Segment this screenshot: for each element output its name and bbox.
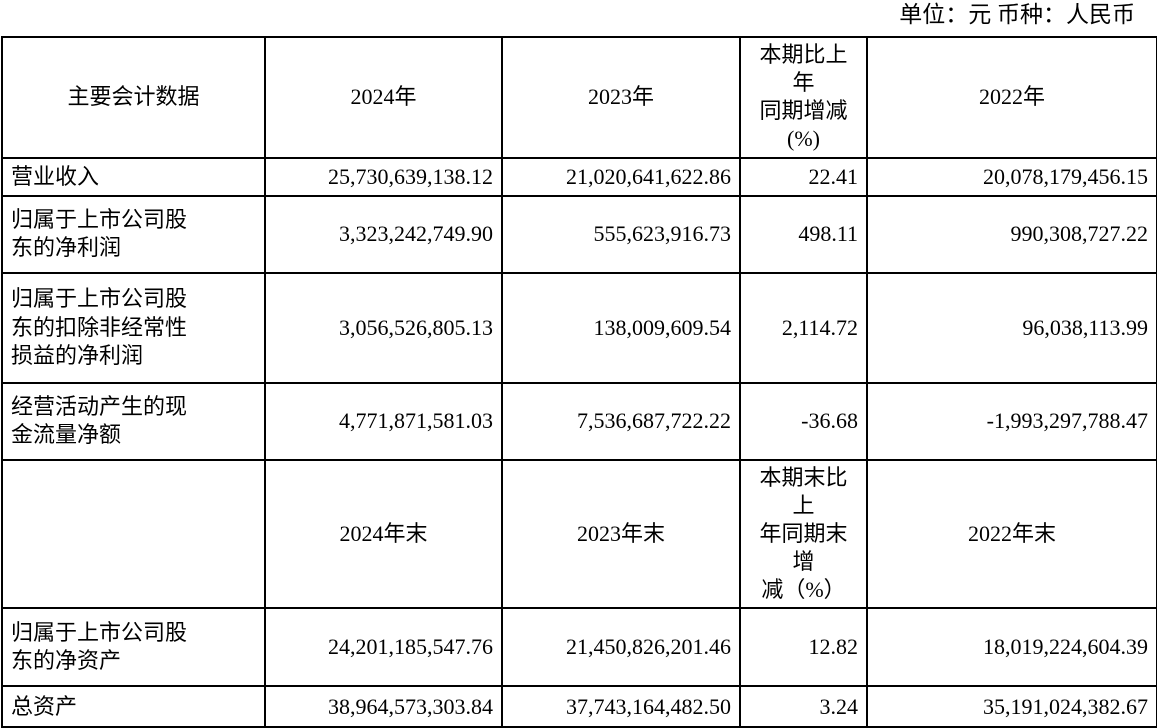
- cell-revenue-2023: 21,020,641,622.86: [501, 156, 741, 197]
- row-label-line: 归属于上市公司股: [11, 286, 188, 312]
- header-cell-2022-end: 2022年末: [866, 458, 1157, 610]
- cell-revenue-2024: 25,730,639,138.12: [264, 156, 503, 197]
- table-row: 总资产 38,964,573,303.84 37,743,164,482.50 …: [1, 685, 1157, 728]
- row-label-line: 金流量净额: [11, 422, 122, 448]
- row-label-revenue: 营业收入: [1, 156, 266, 197]
- header-cell-2024: 2024年: [264, 36, 503, 159]
- header-cell-2024-end: 2024年末: [264, 458, 503, 610]
- header-change-line-3: (%): [787, 126, 820, 152]
- row-label-line: 东的净利润: [11, 235, 122, 261]
- unit-currency-note: 单位：元 币种：人民币: [899, 2, 1135, 27]
- cell-net-profit-2022: 990,308,727.22: [866, 194, 1157, 274]
- header-eop-change-line-1: 本期末比上: [759, 464, 848, 518]
- cell-net-profit-deducted-2023: 138,009,609.54: [501, 271, 741, 384]
- cell-net-assets-2024: 24,201,185,547.76: [264, 607, 503, 688]
- cell-net-profit-2023: 555,623,916.73: [501, 194, 741, 274]
- table-row: 归属于上市公司股 东的扣除非经常性 损益的净利润 3,056,526,805.1…: [1, 271, 1157, 384]
- cell-net-assets-2022: 18,019,224,604.39: [866, 607, 1157, 688]
- header-cell-yoy-change: 本期比上年 同期增减 (%): [739, 36, 868, 159]
- header-change-line-1: 本期比上年: [759, 42, 848, 96]
- main-accounting-data-table: 主要会计数据 2024年 2023年 本期比上年 同期增减 (%) 2022年 …: [1, 36, 1157, 728]
- cell-total-assets-change: 3.24: [739, 685, 868, 728]
- cell-operating-cash-flow-2022: -1,993,297,788.47: [866, 381, 1157, 461]
- row-label-line: 总资产: [11, 693, 78, 719]
- header-cell-2022: 2022年: [866, 36, 1157, 159]
- cell-net-profit-deducted-2024: 3,056,526,805.13: [264, 271, 503, 384]
- header-eop-change-line-3: 减（%）: [761, 577, 846, 603]
- table-header-row-annual: 主要会计数据 2024年 2023年 本期比上年 同期增减 (%) 2022年: [1, 36, 1157, 159]
- table-header-row-end-of-period: 2024年末 2023年末 本期末比上 年同期末增 减（%） 2022年末: [1, 458, 1157, 610]
- header-cell-metric-empty: [1, 458, 266, 610]
- row-label-line: 经营活动产生的现: [11, 393, 188, 419]
- cell-total-assets-2022: 35,191,024,382.67: [866, 685, 1157, 728]
- row-label-line: 东的净资产: [11, 648, 122, 674]
- row-label-line: 东的扣除非经常性: [11, 314, 188, 340]
- cell-operating-cash-flow-change: -36.68: [739, 381, 868, 461]
- table-row: 归属于上市公司股 东的净利润 3,323,242,749.90 555,623,…: [1, 194, 1157, 274]
- header-cell-2023-end: 2023年末: [501, 458, 741, 610]
- cell-operating-cash-flow-2023: 7,536,687,722.22: [501, 381, 741, 461]
- table-row: 经营活动产生的现 金流量净额 4,771,871,581.03 7,536,68…: [1, 381, 1157, 461]
- row-label-net-assets: 归属于上市公司股 东的净资产: [1, 607, 266, 688]
- cell-net-assets-change: 12.82: [739, 607, 868, 688]
- cell-net-profit-deducted-change: 2,114.72: [739, 271, 868, 384]
- row-label-line: 损益的净利润: [11, 342, 144, 368]
- cell-total-assets-2024: 38,964,573,303.84: [264, 685, 503, 728]
- row-label-line: 归属于上市公司股: [11, 620, 188, 646]
- cell-revenue-2022: 20,078,179,456.15: [866, 156, 1157, 197]
- header-cell-metric: 主要会计数据: [1, 36, 266, 159]
- cell-net-profit-deducted-2022: 96,038,113.99: [866, 271, 1157, 384]
- header-cell-eop-change: 本期末比上 年同期末增 减（%）: [739, 458, 868, 610]
- table-row: 营业收入 25,730,639,138.12 21,020,641,622.86…: [1, 156, 1157, 197]
- cell-total-assets-2023: 37,743,164,482.50: [501, 685, 741, 728]
- header-cell-2023: 2023年: [501, 36, 741, 159]
- row-label-operating-cash-flow: 经营活动产生的现 金流量净额: [1, 381, 266, 461]
- table-row: 归属于上市公司股 东的净资产 24,201,185,547.76 21,450,…: [1, 607, 1157, 688]
- row-label-line: 归属于上市公司股: [11, 206, 188, 232]
- row-label-line: 营业收入: [11, 163, 100, 189]
- cell-revenue-change: 22.41: [739, 156, 868, 197]
- cell-net-assets-2023: 21,450,826,201.46: [501, 607, 741, 688]
- header-change-line-2: 同期增减: [759, 98, 848, 124]
- header-eop-change-line-2: 年同期末增: [759, 520, 848, 575]
- cell-net-profit-2024: 3,323,242,749.90: [264, 194, 503, 274]
- row-label-net-profit-deducted: 归属于上市公司股 东的扣除非经常性 损益的净利润: [1, 271, 266, 384]
- row-label-net-profit: 归属于上市公司股 东的净利润: [1, 194, 266, 274]
- cell-operating-cash-flow-2024: 4,771,871,581.03: [264, 381, 503, 461]
- row-label-total-assets: 总资产: [1, 685, 266, 728]
- cell-net-profit-change: 498.11: [739, 194, 868, 274]
